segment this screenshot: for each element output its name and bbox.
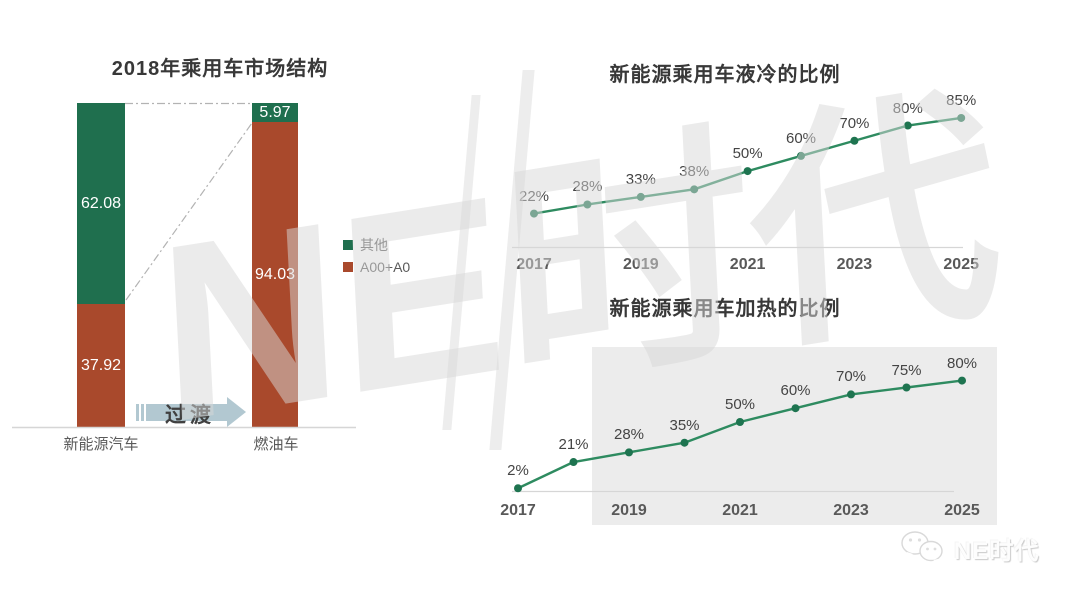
arrow-stripe [136, 404, 139, 421]
ne-era-logo: NE时代 [898, 528, 1039, 568]
legend-label-other: 其他 [360, 237, 388, 253]
market-chart-title: 2018年乘用车市场结构 [111, 58, 329, 80]
data-label: 38% [679, 163, 710, 181]
bar-segment-其他 [77, 103, 125, 305]
x-tick-label: 2023 [833, 502, 869, 519]
logo-text: NE时代 [954, 537, 1040, 565]
legend-swatch-other [343, 240, 353, 250]
x-tick-label: 2021 [722, 502, 758, 519]
x-tick-label: 2021 [729, 256, 766, 273]
heating-plot-svg [512, 376, 966, 493]
x-tick-label: 2019 [611, 502, 647, 519]
x-tick-label: 2025 [944, 502, 980, 519]
legend-swatch-a00a0 [343, 262, 353, 272]
bar-value-label: 62.08 [80, 194, 122, 212]
data-label: 80% [946, 354, 978, 372]
bar-segment-A00+A0 [77, 304, 125, 427]
legend-label-a00a0: A00+A0 [360, 259, 411, 275]
data-label: 85% [946, 91, 977, 109]
cooling-plot-svg [512, 113, 966, 249]
arrow-stripe [141, 404, 144, 421]
data-label: 28% [613, 426, 645, 444]
data-label: 50% [724, 396, 756, 413]
heating-chart-title: 新能源乘用车加热的比例 [609, 298, 841, 320]
data-label: 60% [785, 129, 817, 147]
data-label: 33% [625, 170, 656, 188]
market-plot-lines [12, 102, 356, 429]
data-label: 80% [892, 99, 923, 117]
data-label: 22% [518, 187, 550, 205]
transition-arrow [134, 396, 249, 430]
transition-arrow-label: 过渡 [165, 404, 215, 427]
x-tick-label: 2025 [943, 256, 979, 273]
highlight-panel [592, 347, 997, 525]
legend-item-a00a0: A00+A0 [343, 260, 410, 274]
cooling-line-chart: 22% 28% 33% 38% 50% 60% 70% 80% 85% 2017 2019 2021 2… [490, 90, 1070, 290]
data-label: 28% [572, 178, 603, 196]
bar-segment-其他 [252, 103, 298, 123]
data-label: 70% [839, 114, 870, 132]
data-label: 60% [780, 382, 811, 400]
heating-line-chart: 2% 21% 28% 35% 50% 60% 70% 75% 80% 2017 2019 2021 20… [490, 330, 1070, 550]
market-structure-chart: 37.92 62.08 94.03 5.97 [0, 0, 480, 470]
bar-value-label: 5.97 [259, 103, 291, 121]
wechat-icon [901, 531, 943, 565]
arrow-body [146, 404, 227, 421]
data-label: 75% [891, 361, 922, 379]
data-label: 2% [507, 462, 529, 480]
x-tick-label: 2017 [516, 256, 552, 273]
data-label: 50% [732, 145, 763, 163]
bar-segment-A00+A0 [252, 122, 298, 427]
arrow-head-icon [227, 397, 246, 427]
category-label-nev: 新能源汽车 [63, 436, 139, 453]
legend-item-other: 其他 [343, 238, 388, 252]
x-tick-label: 2019 [623, 256, 659, 273]
data-label: 21% [558, 436, 589, 454]
x-tick-label: 2023 [836, 256, 873, 273]
data-label: 70% [835, 368, 867, 386]
cooling-chart-title: 新能源乘用车液冷的比例 [609, 64, 841, 86]
bar-value-label: 37.92 [80, 356, 122, 374]
x-tick-label: 2017 [500, 502, 536, 519]
data-label: 35% [669, 416, 700, 434]
category-label-fuel: 燃油车 [253, 436, 299, 453]
bar-value-label: 94.03 [254, 265, 296, 283]
